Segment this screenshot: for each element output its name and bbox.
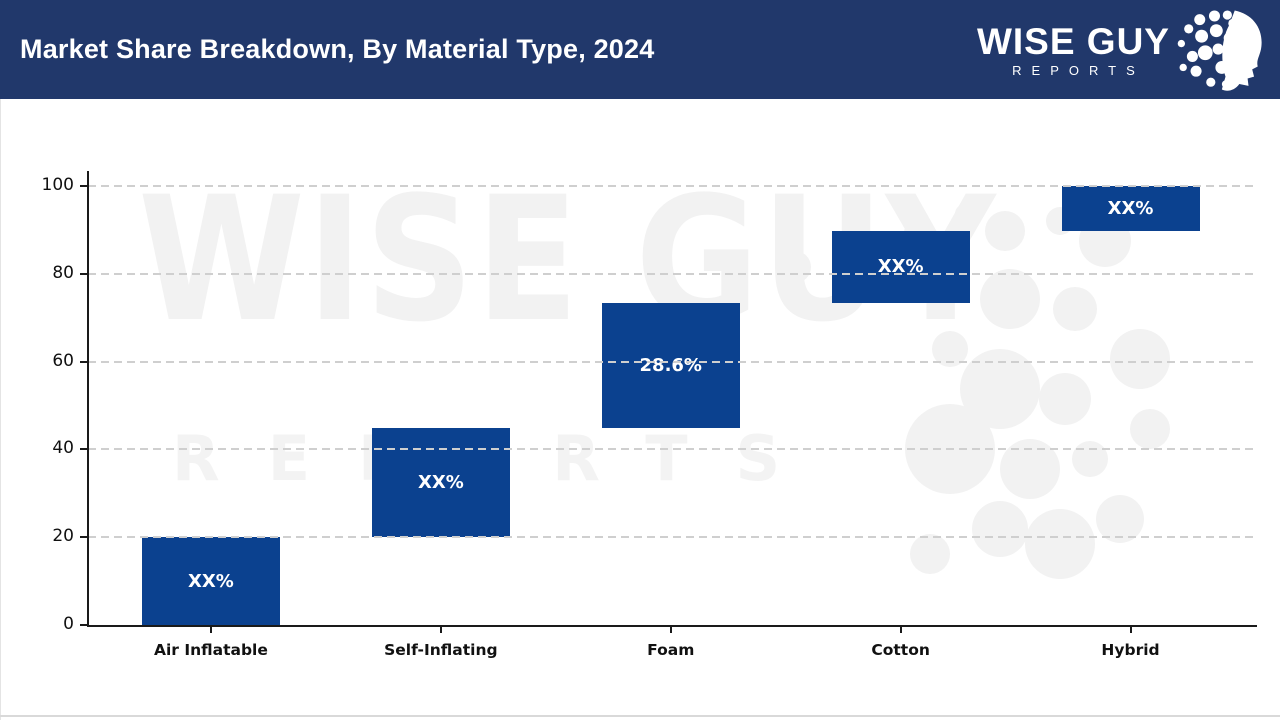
- x-tick-label-4: Hybrid: [1101, 641, 1160, 659]
- y-tick-20: [80, 536, 88, 539]
- bar-air-inflatable: XX%: [141, 537, 280, 625]
- logo-wordmark-sub: REPORTS: [1012, 62, 1145, 78]
- y-tick-label-80: 80: [52, 262, 74, 283]
- bar-value-label: XX%: [188, 570, 234, 592]
- page-title: Market Share Breakdown, By Material Type…: [20, 34, 655, 64]
- left-edge-divider: [0, 99, 1, 720]
- bar-value-label: XX%: [1107, 197, 1154, 219]
- bar-hybrid: XX%: [1061, 186, 1200, 231]
- bar-value-label: XX%: [877, 256, 924, 278]
- bar-cotton: XX%: [831, 230, 970, 303]
- x-tick-label-3: Cotton: [871, 641, 930, 659]
- x-tick-4: [1129, 627, 1132, 633]
- y-axis: [87, 170, 89, 627]
- x-tick-3: [899, 627, 902, 633]
- y-tick-label-0: 0: [63, 614, 74, 634]
- gridline-60: [88, 360, 1256, 363]
- x-tick-1: [439, 627, 442, 633]
- logo-wordmark: WISE GUY REPORTS: [977, 23, 1170, 77]
- y-tick-label-20: 20: [52, 526, 74, 547]
- gridline-80: [88, 272, 1256, 275]
- x-tick-label-2: Foam: [647, 641, 695, 659]
- watermark-face-dots: [779, 204, 1170, 579]
- logo-face-icon: [1177, 9, 1262, 91]
- bar-value-label: 28.6%: [639, 355, 702, 377]
- gridline-100: [88, 185, 1256, 187]
- x-tick-0: [209, 627, 212, 633]
- y-tick-40: [80, 448, 88, 451]
- logo-wordmark-main: WISE GUY: [976, 20, 1170, 62]
- x-axis: [87, 625, 1257, 627]
- bottom-divider: [0, 715, 1280, 717]
- gridline-20: [88, 536, 1256, 539]
- bar-value-label: XX%: [417, 472, 464, 494]
- wiseguy-logo: WISE GUY REPORTS: [977, 8, 1266, 92]
- y-tick-label-60: 60: [52, 350, 74, 371]
- gridline-40: [88, 448, 1256, 451]
- x-tick-label-0: Air Inflatable: [153, 641, 268, 659]
- bar-foam: 28.6%: [601, 302, 740, 429]
- x-tick-label-1: Self-Inflating: [384, 641, 498, 659]
- x-tick-2: [669, 627, 672, 633]
- y-tick-label-40: 40: [52, 438, 74, 459]
- y-tick-100: [80, 185, 88, 187]
- y-tick-0: [80, 624, 88, 626]
- y-tick-label-100: 100: [41, 175, 74, 195]
- y-tick-80: [80, 272, 88, 275]
- bar-self-inflating: XX%: [371, 428, 510, 538]
- header: Market Share Breakdown, By Material Type…: [0, 0, 1280, 99]
- y-tick-60: [80, 360, 88, 363]
